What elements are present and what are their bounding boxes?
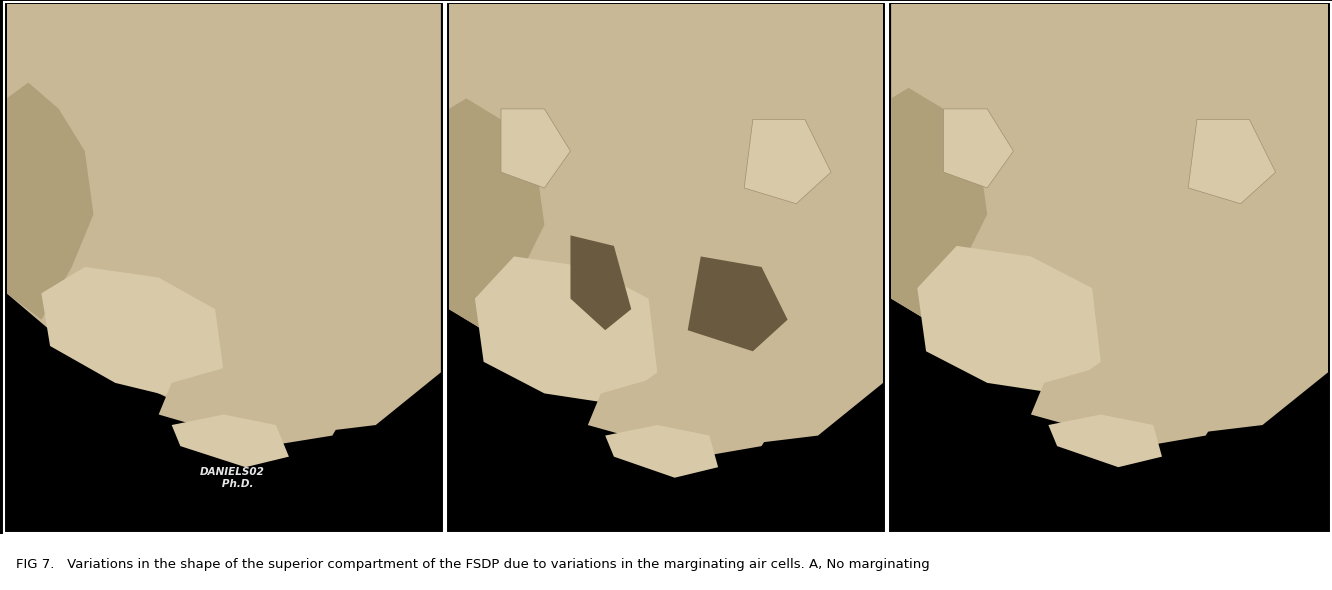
Polygon shape	[1188, 119, 1276, 204]
Polygon shape	[172, 415, 289, 467]
Text: DANIELS02
   Ph.D.: DANIELS02 Ph.D.	[200, 467, 265, 489]
Text: Uncinate
Process: Uncinate Process	[565, 242, 743, 270]
Polygon shape	[587, 372, 787, 457]
Bar	[888, 2, 1331, 533]
Polygon shape	[41, 267, 224, 399]
Polygon shape	[7, 4, 441, 435]
Polygon shape	[570, 235, 631, 330]
Polygon shape	[918, 246, 1100, 394]
Polygon shape	[476, 257, 657, 404]
Polygon shape	[891, 4, 1328, 435]
Bar	[446, 2, 886, 533]
Polygon shape	[159, 362, 354, 446]
Text: 7B: 7B	[353, 80, 389, 104]
Polygon shape	[687, 257, 787, 351]
Polygon shape	[745, 119, 831, 204]
Polygon shape	[605, 425, 718, 478]
Text: Air Cells: Air Cells	[673, 109, 761, 145]
Polygon shape	[449, 99, 545, 330]
Polygon shape	[449, 4, 883, 446]
Polygon shape	[891, 88, 987, 320]
Text: FIG 7.   Variations in the shape of the superior compartment of the FSDP due to : FIG 7. Variations in the shape of the su…	[16, 558, 930, 571]
Bar	[4, 2, 444, 533]
Bar	[0, 534, 1332, 590]
Polygon shape	[943, 109, 1014, 188]
Text: 7A: 7A	[380, 27, 417, 51]
Polygon shape	[1031, 362, 1232, 446]
Polygon shape	[1048, 415, 1162, 467]
Text: Exposed
Ethmoid
Infundibulum: Exposed Ethmoid Infundibulum	[649, 332, 759, 426]
Text: No Air Cells
at Superior
Compartment
of FSDP: No Air Cells at Superior Compartment of …	[105, 199, 320, 264]
Polygon shape	[501, 109, 570, 188]
Text: 7C: 7C	[956, 27, 992, 51]
Polygon shape	[7, 83, 93, 320]
